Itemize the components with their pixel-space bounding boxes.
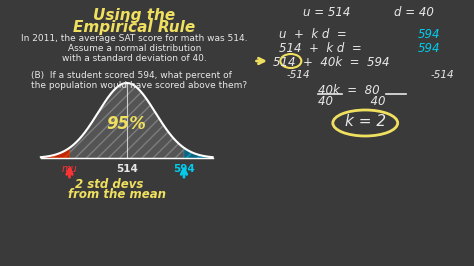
Text: 2 std devs: 2 std devs: [75, 178, 144, 191]
Text: 40          40: 40 40: [318, 95, 385, 108]
Text: u = 514: u = 514: [303, 6, 351, 19]
Text: 594: 594: [418, 28, 440, 41]
Text: Empirical Rule: Empirical Rule: [73, 20, 195, 35]
Text: In 2011, the average SAT score for math was 514.: In 2011, the average SAT score for math …: [21, 34, 247, 43]
Text: 40k  =  80: 40k = 80: [318, 84, 379, 97]
Text: 514  +  k d  =: 514 + k d =: [279, 42, 362, 55]
Text: from the mean: from the mean: [68, 188, 165, 201]
Text: Assume a normal distribution: Assume a normal distribution: [68, 44, 201, 53]
Text: 514: 514: [116, 164, 137, 174]
Text: -514: -514: [287, 70, 310, 80]
Text: (B)  If a student scored 594, what percent of: (B) If a student scored 594, what percen…: [31, 71, 232, 80]
Text: 95%: 95%: [107, 115, 146, 133]
Text: k = 2: k = 2: [345, 114, 386, 129]
Text: mu: mu: [62, 164, 77, 174]
Text: -514: -514: [430, 70, 454, 80]
Text: 594: 594: [418, 42, 440, 55]
Text: the population would have scored above them?: the population would have scored above t…: [31, 81, 247, 90]
Text: u  +  k d  =: u + k d =: [279, 28, 347, 41]
Text: 594: 594: [173, 164, 195, 174]
Text: d = 40: d = 40: [394, 6, 434, 19]
Text: Using the: Using the: [93, 8, 175, 23]
Text: with a standard deviation of 40.: with a standard deviation of 40.: [62, 54, 207, 63]
Text: 514  +  40k  =  594: 514 + 40k = 594: [273, 56, 389, 69]
